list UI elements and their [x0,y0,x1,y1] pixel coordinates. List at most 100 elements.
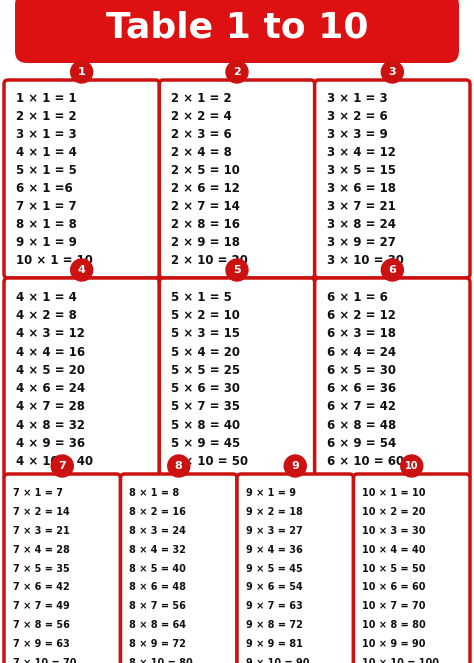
Text: 7 × 5 = 35: 7 × 5 = 35 [13,564,70,573]
Text: Table 1 to 10: Table 1 to 10 [106,11,368,45]
Text: 4 × 1 = 4: 4 × 1 = 4 [16,290,77,304]
Text: 2 × 7 = 14: 2 × 7 = 14 [171,200,240,213]
Text: 3 × 2 = 6: 3 × 2 = 6 [327,111,387,123]
Text: 4 × 9 = 36: 4 × 9 = 36 [16,437,85,450]
Text: 9 × 3 = 27: 9 × 3 = 27 [246,526,303,536]
Text: 3 × 3 = 9: 3 × 3 = 9 [327,129,387,141]
Text: 4 × 4 = 16: 4 × 4 = 16 [16,345,85,359]
Text: 3 × 1 = 3: 3 × 1 = 3 [16,129,77,141]
Text: 3 × 5 = 15: 3 × 5 = 15 [327,164,396,178]
Text: 5 × 2 = 10: 5 × 2 = 10 [171,309,240,322]
Text: 3 × 10 = 30: 3 × 10 = 30 [327,255,403,267]
Text: 10 × 8 = 80: 10 × 8 = 80 [363,620,426,630]
Text: 10: 10 [405,461,419,471]
Circle shape [382,61,403,83]
Text: 6 × 3 = 18: 6 × 3 = 18 [327,328,396,340]
Text: 5 × 8 = 40: 5 × 8 = 40 [171,419,240,432]
Text: 7 × 4 = 28: 7 × 4 = 28 [13,545,70,555]
Text: 10 × 10 = 100: 10 × 10 = 100 [363,658,439,663]
Text: 4 × 8 = 32: 4 × 8 = 32 [16,419,85,432]
Text: 4 × 2 = 8: 4 × 2 = 8 [16,309,77,322]
Text: 10 × 1 = 10: 10 × 1 = 10 [16,255,93,267]
Text: 6 × 2 = 12: 6 × 2 = 12 [327,309,395,322]
Text: 6 × 10 = 60: 6 × 10 = 60 [327,455,404,468]
FancyBboxPatch shape [315,278,470,479]
Text: 8 × 9 = 72: 8 × 9 = 72 [129,638,186,649]
FancyBboxPatch shape [15,0,459,63]
Text: 2 × 8 = 16: 2 × 8 = 16 [171,219,240,231]
Text: 4 × 1 = 4: 4 × 1 = 4 [16,147,77,160]
Text: 4: 4 [78,265,86,275]
Text: 5 × 9 = 45: 5 × 9 = 45 [171,437,241,450]
Text: 9 × 7 = 63: 9 × 7 = 63 [246,601,303,611]
Circle shape [168,455,190,477]
Text: 10 × 1 = 10: 10 × 1 = 10 [363,489,426,499]
FancyBboxPatch shape [120,474,237,663]
Text: 9 × 1 = 9: 9 × 1 = 9 [246,489,296,499]
Text: 7 × 2 = 14: 7 × 2 = 14 [13,507,70,517]
Text: 8 × 1 = 8: 8 × 1 = 8 [16,219,77,231]
Text: 6 × 6 = 36: 6 × 6 = 36 [327,382,396,395]
Text: 9 × 2 = 18: 9 × 2 = 18 [246,507,303,517]
Text: 2 × 1 = 2: 2 × 1 = 2 [171,93,232,105]
Text: 10 × 6 = 60: 10 × 6 = 60 [363,582,426,593]
Text: 5 × 1 = 5: 5 × 1 = 5 [171,290,232,304]
Text: 4 × 3 = 12: 4 × 3 = 12 [16,328,85,340]
Text: 2 × 6 = 12: 2 × 6 = 12 [171,182,240,196]
Text: 6 × 4 = 24: 6 × 4 = 24 [327,345,396,359]
Text: 4 × 5 = 20: 4 × 5 = 20 [16,364,85,377]
Text: 6 × 5 = 30: 6 × 5 = 30 [327,364,396,377]
Text: 3 × 1 = 3: 3 × 1 = 3 [327,93,387,105]
Text: 10 × 9 = 90: 10 × 9 = 90 [363,638,426,649]
Text: 7 × 9 = 63: 7 × 9 = 63 [13,638,70,649]
Text: 6 × 1 =6: 6 × 1 =6 [16,182,73,196]
Text: 7: 7 [58,461,66,471]
FancyBboxPatch shape [4,474,120,663]
Text: 10 × 2 = 20: 10 × 2 = 20 [363,507,426,517]
Text: 3 × 4 = 12: 3 × 4 = 12 [327,147,395,160]
Text: 5: 5 [233,265,241,275]
Text: 6 × 8 = 48: 6 × 8 = 48 [327,419,396,432]
Text: 4 × 10 = 40: 4 × 10 = 40 [16,455,93,468]
Text: 5 × 5 = 25: 5 × 5 = 25 [171,364,240,377]
Text: 8 × 5 = 40: 8 × 5 = 40 [129,564,186,573]
Text: 8: 8 [175,461,182,471]
Circle shape [226,259,248,281]
Text: 9 × 9 = 81: 9 × 9 = 81 [246,638,303,649]
Text: 7 × 3 = 21: 7 × 3 = 21 [13,526,70,536]
Text: 2 × 10 = 20: 2 × 10 = 20 [171,255,248,267]
Text: 2 × 5 = 10: 2 × 5 = 10 [171,164,240,178]
Text: 7 × 8 = 56: 7 × 8 = 56 [13,620,70,630]
Text: 5 × 6 = 30: 5 × 6 = 30 [171,382,240,395]
Text: 8 × 3 = 24: 8 × 3 = 24 [129,526,186,536]
Text: 3 × 6 = 18: 3 × 6 = 18 [327,182,396,196]
Text: 8 × 10 = 80: 8 × 10 = 80 [129,658,193,663]
FancyBboxPatch shape [237,474,354,663]
Text: 5 × 7 = 35: 5 × 7 = 35 [171,400,240,414]
FancyBboxPatch shape [159,278,315,479]
Text: 3 × 8 = 24: 3 × 8 = 24 [327,219,396,231]
Text: 8 × 2 = 16: 8 × 2 = 16 [129,507,186,517]
Text: 2 × 3 = 6: 2 × 3 = 6 [171,129,232,141]
Text: 2 × 4 = 8: 2 × 4 = 8 [171,147,232,160]
Text: 4 × 7 = 28: 4 × 7 = 28 [16,400,85,414]
Text: 10 × 3 = 30: 10 × 3 = 30 [363,526,426,536]
FancyBboxPatch shape [315,80,470,278]
Circle shape [284,455,306,477]
Text: 2 × 1 = 2: 2 × 1 = 2 [16,111,77,123]
Circle shape [71,61,92,83]
Text: 8 × 1 = 8: 8 × 1 = 8 [129,489,180,499]
Text: 4 × 6 = 24: 4 × 6 = 24 [16,382,85,395]
Text: 9: 9 [292,461,299,471]
Text: 2: 2 [233,67,241,77]
Text: 6 × 9 = 54: 6 × 9 = 54 [327,437,396,450]
Text: 6 × 1 = 6: 6 × 1 = 6 [327,290,388,304]
FancyBboxPatch shape [159,80,315,278]
Text: 6 × 7 = 42: 6 × 7 = 42 [327,400,396,414]
Text: 6: 6 [388,265,396,275]
Text: 9 × 6 = 54: 9 × 6 = 54 [246,582,303,593]
Text: 10 × 7 = 70: 10 × 7 = 70 [363,601,426,611]
Text: 9 × 8 = 72: 9 × 8 = 72 [246,620,303,630]
Text: 8 × 6 = 48: 8 × 6 = 48 [129,582,186,593]
Text: 1 × 1 = 1: 1 × 1 = 1 [16,93,77,105]
